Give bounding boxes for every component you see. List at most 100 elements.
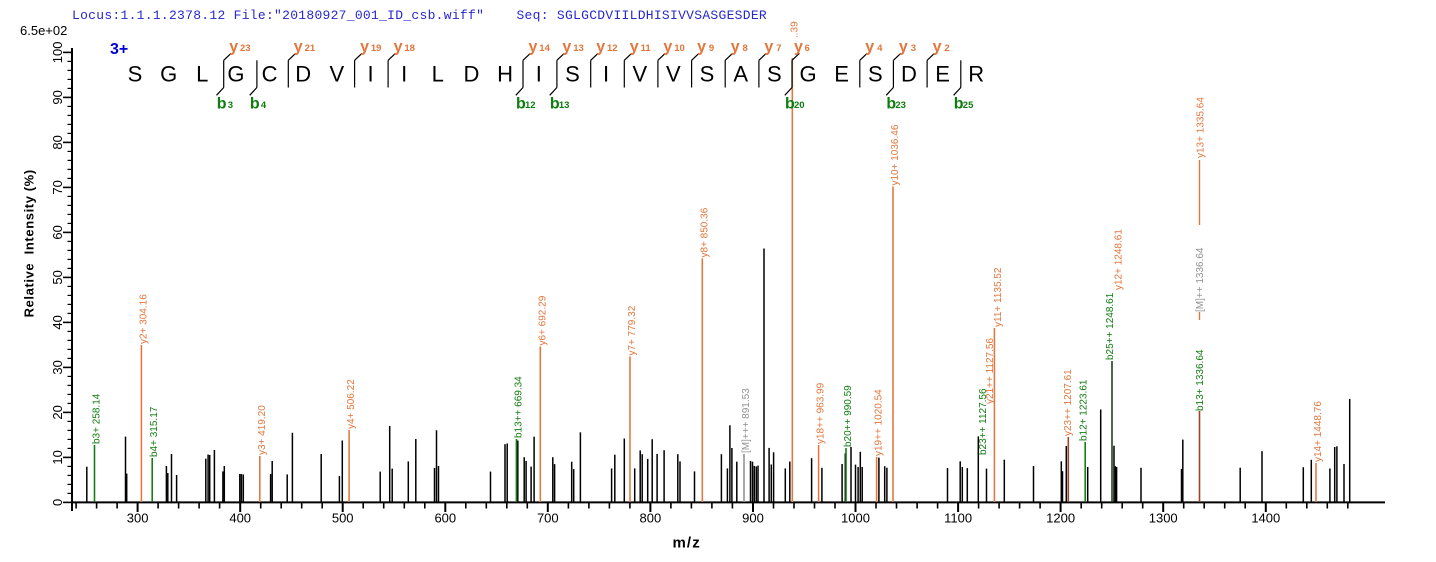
svg-text:Relative Intensity (%): Relative Intensity (%) [21,169,36,317]
svg-text:y3+ 419.20: y3+ 419.20 [257,405,268,455]
svg-text:500: 500 [332,511,354,526]
svg-text:y: y [731,39,740,56]
svg-text:21: 21 [305,43,316,54]
svg-text:300: 300 [127,511,149,526]
svg-text:y6+ 692.29: y6+ 692.29 [537,295,548,345]
svg-text:20: 20 [50,405,65,419]
svg-text:3: 3 [911,43,916,54]
svg-text:y18++ 963.99: y18++ 963.99 [816,382,827,444]
svg-text:y: y [899,39,908,56]
svg-text:b13+ 1336.64: b13+ 1336.64 [1195,349,1206,411]
svg-text:D: D [295,62,311,87]
svg-text:10: 10 [50,450,65,464]
svg-text:b: b [516,96,526,113]
svg-text:60: 60 [50,225,65,239]
svg-text:4: 4 [261,100,267,111]
svg-text:y8+ 850.36: y8+ 850.36 [699,207,710,257]
svg-text:G: G [160,62,177,87]
svg-text:3: 3 [228,100,233,111]
svg-text:1300: 1300 [1149,511,1178,526]
svg-text:0: 0 [50,499,65,506]
svg-text:H: H [497,62,513,87]
svg-text:V: V [666,62,681,87]
svg-text:I: I [603,62,609,87]
svg-text:I: I [536,62,542,87]
svg-text:400: 400 [229,511,251,526]
svg-text:..39: ..39 [789,21,800,38]
svg-text:L: L [196,62,208,87]
svg-text:b23++ 1127.56: b23++ 1127.56 [978,388,989,455]
svg-text:y2+ 304.16: y2+ 304.16 [138,294,149,344]
svg-text:y4+ 506.22: y4+ 506.22 [346,379,357,429]
svg-text:y: y [394,39,403,56]
svg-text:b: b [550,96,560,113]
svg-text:80: 80 [50,135,65,149]
svg-text:b: b [785,96,795,113]
svg-text:b13++ 669.34: b13++ 669.34 [513,376,524,438]
svg-text:G: G [227,62,244,87]
svg-text:y19++ 1020.54: y19++ 1020.54 [874,389,885,456]
svg-text:m/z: m/z [673,535,701,552]
svg-text:[M]++ 1336.64: [M]++ 1336.64 [1195,247,1206,312]
svg-text:y: y [229,39,238,56]
svg-text:y: y [794,39,803,56]
svg-text:S: S [128,62,143,87]
svg-text:y: y [360,39,369,56]
svg-text:S: S [868,62,883,87]
svg-text:90: 90 [50,90,65,104]
svg-text:b: b [250,96,260,113]
svg-text:y: y [764,39,773,56]
svg-text:600: 600 [434,511,456,526]
svg-text:6.5e+02: 6.5e+02 [20,23,67,38]
svg-text:19: 19 [371,43,382,54]
svg-text:12: 12 [525,100,536,111]
svg-text:50: 50 [50,270,65,284]
svg-text:y: y [529,39,538,56]
svg-text:700: 700 [537,511,559,526]
svg-text:L: L [432,62,444,87]
svg-text:y: y [294,39,303,56]
svg-text:y11+ 1135.52: y11+ 1135.52 [993,267,1004,327]
svg-text:V: V [330,62,345,87]
svg-text:D: D [464,62,480,87]
svg-text:Locus:1.1.1.2378.12 File:"2018: Locus:1.1.1.2378.12 File:"20180927_001_I… [72,8,767,23]
svg-text:y12+ 1248.61: y12+ 1248.61 [1114,229,1125,290]
svg-text:800: 800 [640,511,662,526]
svg-text:8: 8 [743,43,748,54]
svg-text:y: y [933,39,942,56]
svg-text:D: D [901,62,917,87]
svg-text:b25++ 1248.61: b25++ 1248.61 [1105,292,1116,360]
svg-text:2: 2 [944,43,949,54]
svg-text:1400: 1400 [1251,511,1280,526]
svg-text:18: 18 [404,43,415,54]
svg-text:b: b [217,96,227,113]
svg-text:R: R [968,62,984,87]
svg-text:4: 4 [877,43,883,54]
svg-text:A: A [733,62,748,87]
svg-text:100: 100 [50,42,65,64]
svg-text:G: G [799,62,816,87]
svg-text:y: y [630,39,639,56]
svg-text:y: y [663,39,672,56]
svg-text:23: 23 [240,43,251,54]
svg-text:y: y [865,39,874,56]
svg-text:y13+ 1335.64: y13+ 1335.64 [1196,97,1207,158]
svg-text:25: 25 [963,100,974,111]
svg-text:y14+ 1448.76: y14+ 1448.76 [1313,401,1324,462]
svg-text:900: 900 [742,511,764,526]
svg-text:I: I [367,62,373,87]
svg-text:I: I [401,62,407,87]
svg-text:13: 13 [573,43,584,54]
svg-text:y: y [596,39,605,56]
svg-text:1000: 1000 [841,511,870,526]
svg-text:b12+ 1223.61: b12+ 1223.61 [1079,379,1090,441]
svg-text:y7+ 779.32: y7+ 779.32 [627,305,638,355]
svg-text:14: 14 [539,43,550,54]
svg-text:10: 10 [674,43,685,54]
svg-text:C: C [262,62,278,87]
svg-text:1100: 1100 [944,511,972,526]
svg-text:20: 20 [794,100,805,111]
svg-text:70: 70 [50,180,65,194]
svg-text:y: y [562,39,571,56]
svg-text:S: S [700,62,715,87]
